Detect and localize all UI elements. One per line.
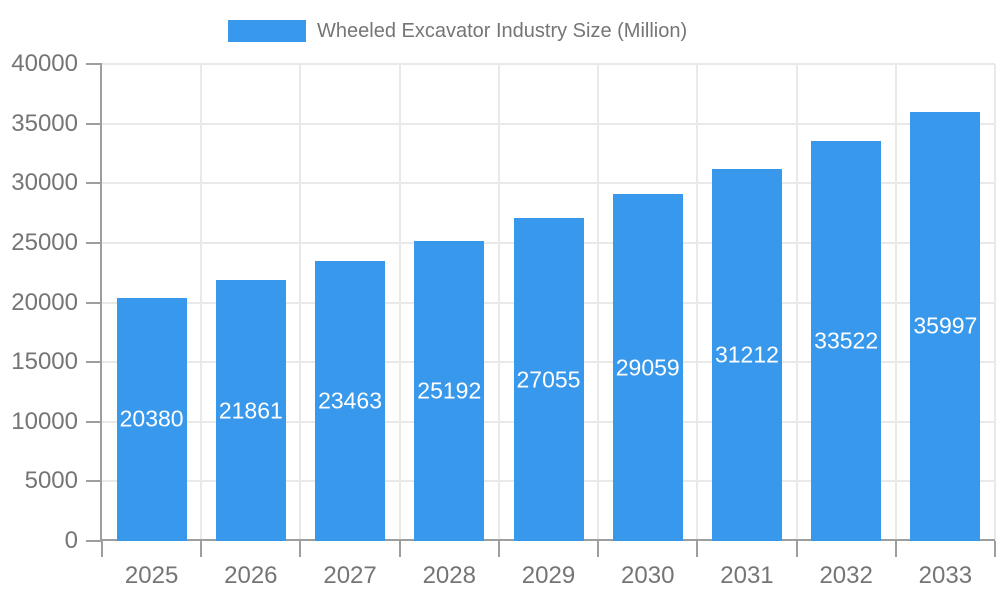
y-tick [86, 480, 102, 483]
bar-value-label: 20380 [119, 405, 184, 432]
x-tick-label: 2027 [323, 562, 377, 589]
v-gridline [795, 64, 798, 541]
y-tick-label: 0 [64, 527, 78, 554]
h-gridline [102, 122, 995, 125]
bar-value-label: 27055 [516, 366, 581, 393]
y-tick-label: 15000 [11, 348, 78, 376]
x-tick-label: 2026 [224, 562, 278, 589]
x-tick-label: 2033 [918, 562, 973, 589]
v-gridline [994, 64, 996, 541]
v-gridline [597, 64, 600, 541]
h-gridline [102, 63, 995, 65]
y-tick [86, 361, 102, 364]
x-tick-label: 2025 [124, 562, 179, 589]
x-tick [299, 541, 302, 557]
x-tick-label: 2031 [720, 562, 774, 589]
y-axis-line [100, 64, 102, 541]
bar-value-label: 25192 [417, 377, 482, 404]
x-tick [597, 541, 600, 557]
y-tick [86, 122, 102, 125]
bar[interactable] [513, 218, 584, 541]
bar-value-label: 33522 [814, 327, 879, 354]
bar-value-label: 31212 [714, 341, 779, 368]
legend-swatch [228, 20, 306, 42]
y-tick-label: 30000 [11, 169, 78, 197]
bar-value-label: 35997 [913, 312, 978, 339]
y-tick-label: 25000 [11, 228, 78, 256]
x-tick [696, 541, 699, 557]
bar[interactable] [910, 111, 981, 541]
v-gridline [894, 64, 897, 541]
x-tick [200, 541, 203, 557]
bar[interactable] [116, 297, 187, 541]
x-tick [497, 541, 500, 557]
bar[interactable] [215, 280, 286, 541]
y-tick-label: 35000 [11, 109, 78, 137]
bar[interactable] [414, 240, 485, 541]
bar[interactable] [711, 168, 782, 541]
x-tick-label: 2028 [422, 562, 476, 589]
v-gridline [299, 64, 302, 541]
bar-value-label: 23463 [318, 387, 383, 414]
bar-value-label: 21861 [218, 397, 283, 424]
bar[interactable] [315, 261, 386, 541]
v-gridline [696, 64, 699, 541]
h-gridline [102, 182, 995, 185]
v-gridline [200, 64, 203, 541]
legend[interactable]: Wheeled Excavator Industry Size (Million… [228, 17, 687, 45]
y-tick-label: 10000 [11, 407, 78, 435]
plot-area: 0 5000 10000 15000 20000 25000 30000 35000 40000… [11, 51, 996, 589]
x-tick-label: 2030 [621, 562, 675, 589]
y-tick [86, 182, 102, 185]
y-tick-label: 20000 [11, 288, 78, 316]
bar-value-label: 29059 [615, 354, 680, 381]
y-tick [86, 301, 102, 304]
y-tick [86, 420, 102, 423]
y-tick-label: 40000 [11, 50, 78, 77]
legend-label: Wheeled Excavator Industry Size (Million… [317, 20, 688, 42]
x-tick [101, 541, 103, 557]
v-gridline [497, 64, 500, 541]
bar[interactable] [612, 194, 683, 541]
x-tick [398, 541, 401, 557]
x-tick-label: 2029 [521, 562, 576, 589]
x-tick [894, 541, 897, 557]
x-tick-label: 2032 [819, 562, 873, 589]
x-tick [795, 541, 798, 557]
y-tick [86, 63, 102, 65]
y-tick-label: 5000 [24, 467, 78, 495]
y-tick [86, 241, 102, 244]
v-gridline [398, 64, 401, 541]
x-tick [994, 541, 996, 557]
y-tick [86, 540, 102, 542]
bar[interactable] [811, 141, 882, 541]
